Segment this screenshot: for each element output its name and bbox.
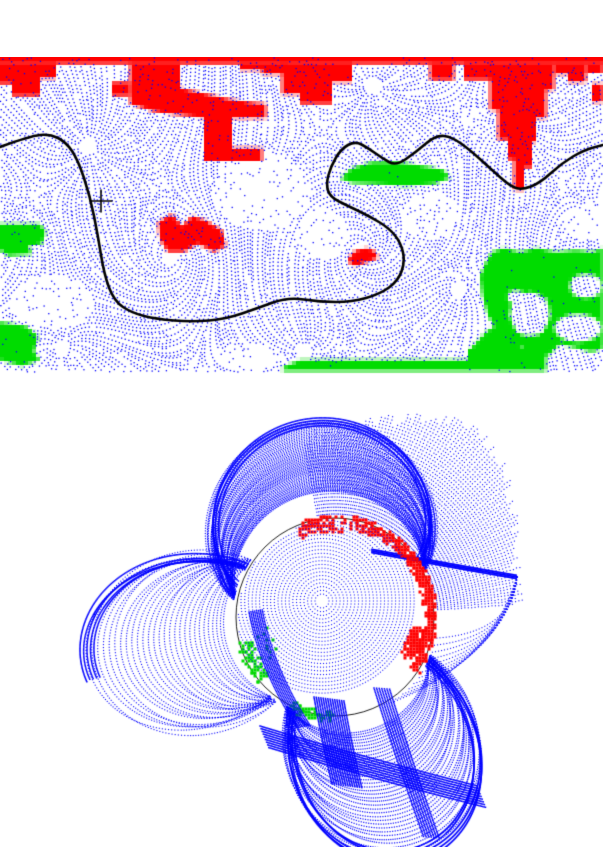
sphere-view-canvas — [0, 400, 603, 847]
synoptic-map-canvas — [0, 57, 603, 374]
